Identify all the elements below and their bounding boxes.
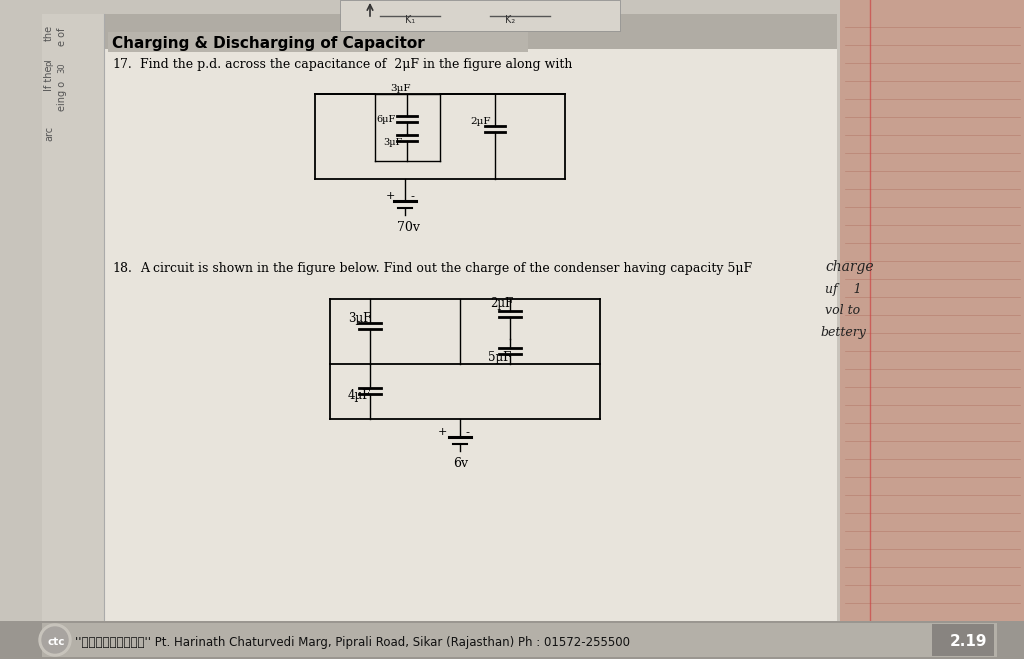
Text: 3µF: 3µF xyxy=(390,84,411,93)
Text: -: - xyxy=(410,191,414,201)
Text: e of: e of xyxy=(57,28,67,46)
Text: 2µF: 2µF xyxy=(490,297,513,310)
Text: 17.: 17. xyxy=(112,58,132,71)
Text: K₁: K₁ xyxy=(406,15,416,25)
Text: -: - xyxy=(465,427,469,437)
Text: 3µF: 3µF xyxy=(348,312,372,325)
Text: eing o: eing o xyxy=(57,81,67,111)
Text: 70v: 70v xyxy=(397,221,420,234)
FancyBboxPatch shape xyxy=(340,0,620,31)
Text: A circuit is shown in the figure below. Find out the charge of the condenser hav: A circuit is shown in the figure below. … xyxy=(140,262,752,275)
Text: pl: pl xyxy=(44,58,53,66)
Text: Charging & Discharging of Capacitor: Charging & Discharging of Capacitor xyxy=(112,36,425,51)
FancyBboxPatch shape xyxy=(42,14,837,49)
Circle shape xyxy=(42,627,68,653)
Text: 18.: 18. xyxy=(112,262,132,275)
FancyBboxPatch shape xyxy=(42,14,104,634)
Text: If the: If the xyxy=(44,65,54,91)
Text: 2.19: 2.19 xyxy=(950,634,987,649)
Text: the: the xyxy=(44,25,54,41)
Text: ''कर्मस्थली'' Pt. Harinath Chaturvedi Marg, Piprali Road, Sikar (Rajasthan) Ph :: ''कर्मस्थली'' Pt. Harinath Chaturvedi Ma… xyxy=(75,636,630,649)
Text: bettery: bettery xyxy=(820,326,866,339)
Text: vol to: vol to xyxy=(825,304,860,317)
Text: K₂: K₂ xyxy=(505,15,515,25)
Text: 2µF: 2µF xyxy=(470,117,490,126)
Text: 6µF: 6µF xyxy=(376,115,395,124)
Text: 6v: 6v xyxy=(453,457,468,470)
FancyBboxPatch shape xyxy=(42,623,997,657)
Text: +: + xyxy=(386,191,395,201)
FancyBboxPatch shape xyxy=(108,32,528,52)
FancyBboxPatch shape xyxy=(42,14,837,634)
FancyBboxPatch shape xyxy=(840,0,1024,659)
Text: Find the p.d. across the capacitance of  2μF in the figure along with: Find the p.d. across the capacitance of … xyxy=(140,58,572,71)
Circle shape xyxy=(39,624,71,656)
Text: 5µF: 5µF xyxy=(488,351,511,364)
Text: ctc: ctc xyxy=(48,637,66,647)
FancyBboxPatch shape xyxy=(0,621,1024,659)
Text: 30: 30 xyxy=(57,63,66,73)
Text: charge: charge xyxy=(825,260,873,274)
Text: 3µF: 3µF xyxy=(383,138,402,147)
Text: uf    1: uf 1 xyxy=(825,283,861,296)
Text: 4µF: 4µF xyxy=(348,389,372,402)
Text: +: + xyxy=(438,427,447,437)
FancyBboxPatch shape xyxy=(932,624,994,656)
Text: arc: arc xyxy=(44,126,54,141)
